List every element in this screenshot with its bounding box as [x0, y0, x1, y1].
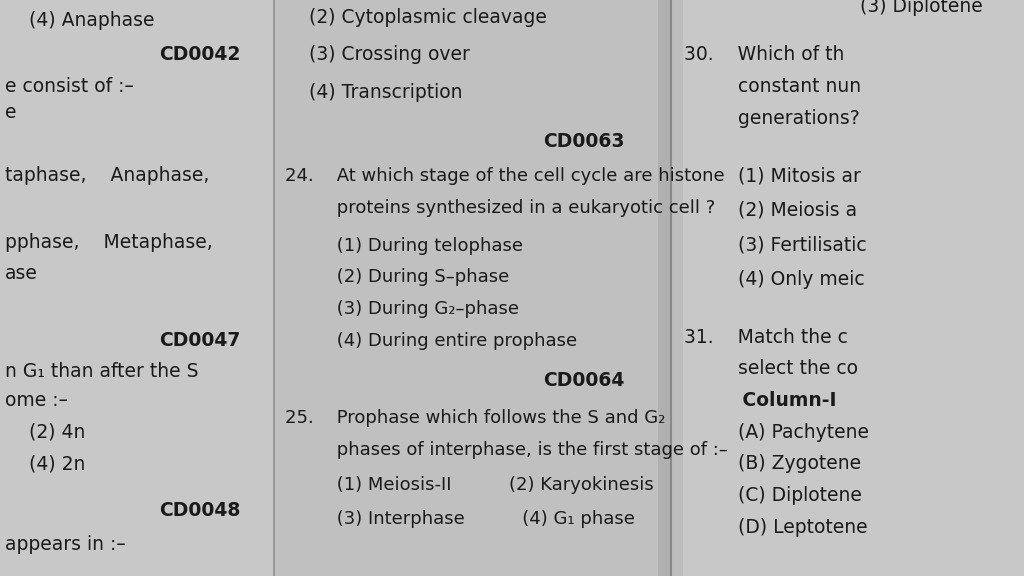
- Text: pphase,    Metaphase,: pphase, Metaphase,: [5, 233, 213, 252]
- Text: (B) Zygotene: (B) Zygotene: [684, 454, 861, 473]
- Text: CD0064: CD0064: [543, 371, 624, 390]
- Bar: [658, 0, 671, 576]
- Text: (2) 4n: (2) 4n: [5, 423, 85, 442]
- Text: 24.    At which stage of the cell cycle are histone: 24. At which stage of the cell cycle are…: [285, 168, 724, 185]
- Text: (2) During S–phase: (2) During S–phase: [285, 268, 509, 286]
- Text: select the co: select the co: [684, 359, 858, 378]
- Text: proteins synthesized in a eukaryotic cell ?: proteins synthesized in a eukaryotic cel…: [285, 199, 715, 217]
- Text: e: e: [5, 103, 16, 122]
- Text: (A) Pachytene: (A) Pachytene: [684, 423, 869, 442]
- Text: (4) 2n: (4) 2n: [5, 454, 85, 473]
- Text: (3) Interphase          (4) G₁ phase: (3) Interphase (4) G₁ phase: [285, 510, 635, 528]
- Text: e consist of :–: e consist of :–: [5, 77, 134, 96]
- Text: (2) Meiosis a: (2) Meiosis a: [684, 201, 857, 220]
- Text: appears in :–: appears in :–: [5, 535, 126, 554]
- Bar: [671, 0, 1024, 576]
- Text: (1) During telophase: (1) During telophase: [285, 237, 522, 255]
- Text: (D) Leptotene: (D) Leptotene: [684, 518, 867, 537]
- Text: CD0048: CD0048: [159, 501, 240, 520]
- Bar: [671, 0, 683, 576]
- Text: constant nun: constant nun: [684, 77, 861, 96]
- Text: CD0042: CD0042: [159, 46, 240, 65]
- Text: generations?: generations?: [684, 109, 860, 128]
- Text: (3) Crossing over: (3) Crossing over: [285, 46, 470, 65]
- Text: 30.    Which of th: 30. Which of th: [684, 46, 845, 65]
- Text: (4) Only meic: (4) Only meic: [684, 270, 864, 289]
- Text: ase: ase: [5, 264, 38, 283]
- Text: Column-I: Column-I: [684, 391, 837, 410]
- Bar: [274, 0, 671, 576]
- Text: 25.    Prophase which follows the S and G₂: 25. Prophase which follows the S and G₂: [285, 410, 665, 427]
- Text: (1) Meiosis-II          (2) Karyokinesis: (1) Meiosis-II (2) Karyokinesis: [285, 476, 653, 494]
- Text: CD0047: CD0047: [159, 331, 240, 350]
- Text: phases of interphase, is the first stage of :–: phases of interphase, is the first stage…: [285, 441, 727, 459]
- Text: CD0063: CD0063: [543, 132, 625, 151]
- Text: (4) Anaphase: (4) Anaphase: [5, 11, 155, 30]
- Text: (4) Transcription: (4) Transcription: [285, 83, 462, 102]
- Text: (1) Mitosis ar: (1) Mitosis ar: [684, 166, 861, 185]
- Text: 31.    Match the c: 31. Match the c: [684, 328, 848, 347]
- Bar: [0, 0, 274, 576]
- Text: (2) Cytoplasmic cleavage: (2) Cytoplasmic cleavage: [285, 8, 547, 27]
- Text: (3) Diplotene: (3) Diplotene: [860, 0, 983, 16]
- Text: ome :–: ome :–: [5, 391, 68, 410]
- Text: (C) Diplotene: (C) Diplotene: [684, 486, 862, 505]
- Text: (4) During entire prophase: (4) During entire prophase: [285, 332, 577, 350]
- Text: n G₁ than after the S: n G₁ than after the S: [5, 362, 199, 381]
- Text: (3) During G₂–phase: (3) During G₂–phase: [285, 300, 519, 318]
- Text: taphase,    Anaphase,: taphase, Anaphase,: [5, 166, 210, 185]
- Text: (3) Fertilisatic: (3) Fertilisatic: [684, 236, 866, 255]
